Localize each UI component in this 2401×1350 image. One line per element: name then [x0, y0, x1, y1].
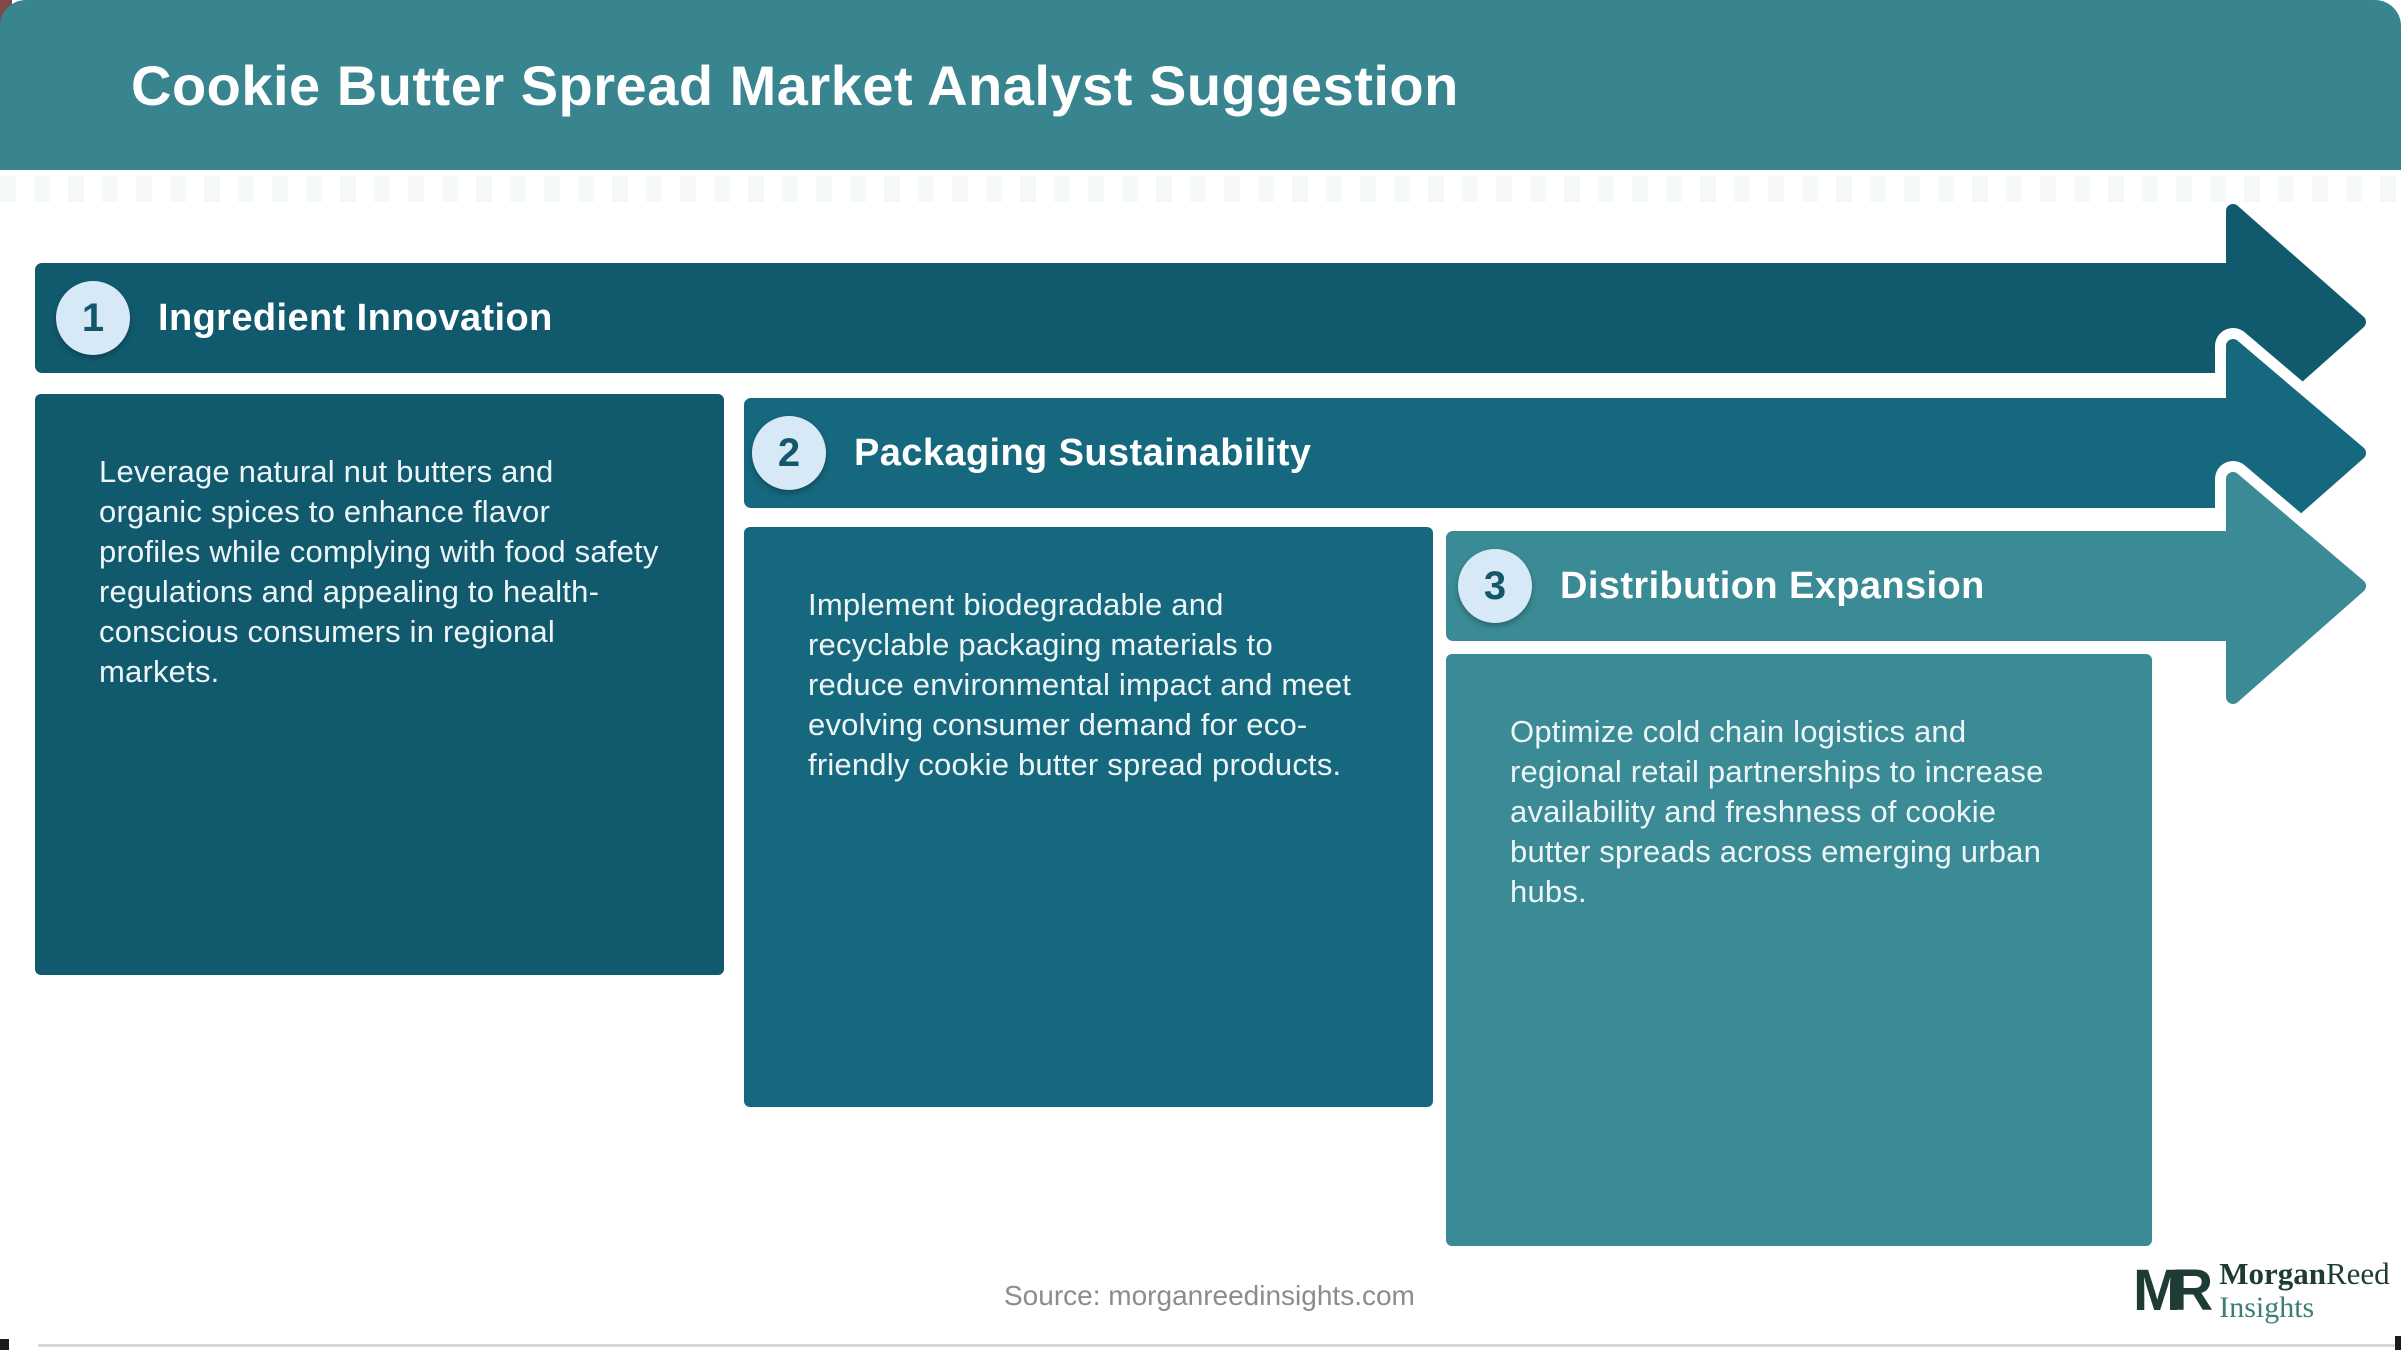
- bottom-left-notch: [0, 1339, 9, 1350]
- step-2-number: 2: [777, 430, 801, 475]
- logo-name-bold: Morgan: [2219, 1256, 2326, 1291]
- step-1-heading: Ingredient Innovation: [158, 296, 553, 339]
- logo-monogram-icon: MR: [2133, 1257, 2213, 1323]
- step-2-banner: 2 Packaging Sustainability: [752, 398, 1311, 508]
- arrow-2-shape: [744, 339, 2366, 571]
- slide-header: Cookie Butter Spread Market Analyst Sugg…: [0, 0, 2401, 170]
- watermark-strip: [0, 176, 2401, 202]
- step-3-number-badge: 3: [1458, 549, 1532, 623]
- page-title: Cookie Butter Spread Market Analyst Sugg…: [131, 53, 1459, 117]
- bottom-divider: [38, 1344, 2401, 1347]
- logo-wordmark: MorganReed Insights: [2219, 1258, 2389, 1323]
- step-3-description: Optimize cold chain logistics and region…: [1510, 714, 2044, 909]
- step-2-number-badge: 2: [752, 416, 826, 490]
- bottom-right-notch: [2395, 1336, 2401, 1350]
- step-2-description: Implement biodegradable and recyclable p…: [808, 587, 1352, 782]
- source-attribution: Source: morganreedinsights.com: [1004, 1280, 1415, 1311]
- step-2-description-box: Implement biodegradable and recyclable p…: [744, 527, 1433, 1107]
- step-1-description: Leverage natural nut butters and organic…: [99, 454, 659, 689]
- step-3-number: 3: [1483, 563, 1507, 608]
- step-1-description-box: Leverage natural nut butters and organic…: [35, 394, 724, 975]
- step-1-number-badge: 1: [56, 281, 130, 355]
- morganreed-logo: MR MorganReed Insights: [2133, 1258, 2390, 1323]
- arrow-3-shape: [1446, 472, 2366, 704]
- logo-tagline: Insights: [2219, 1291, 2315, 1324]
- step-1-number: 1: [81, 295, 105, 340]
- step-3-banner: 3 Distribution Expansion: [1458, 531, 1985, 641]
- step-2-heading: Packaging Sustainability: [854, 431, 1312, 474]
- step-1-banner: 1 Ingredient Innovation: [56, 263, 553, 373]
- logo-name-regular: Reed: [2325, 1256, 2390, 1291]
- step-3-heading: Distribution Expansion: [1560, 564, 1985, 607]
- step-3-description-box: Optimize cold chain logistics and region…: [1446, 654, 2152, 1246]
